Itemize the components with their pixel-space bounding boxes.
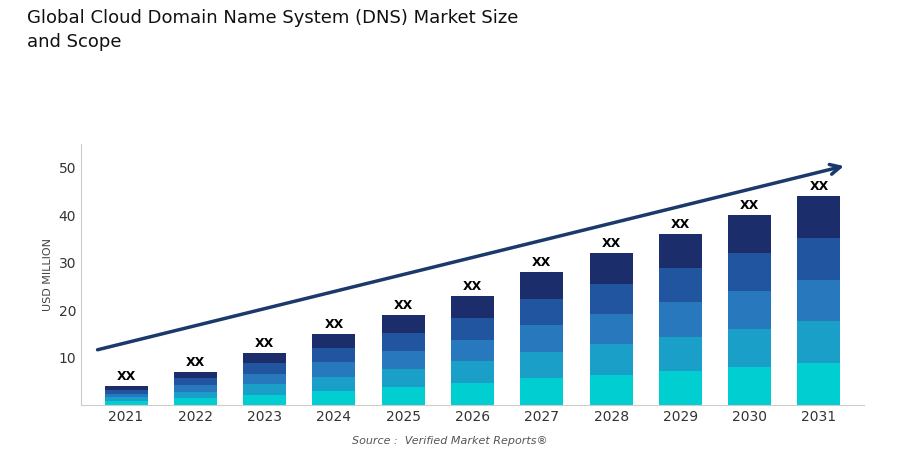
Bar bbox=[104, 394, 148, 397]
Text: XX: XX bbox=[670, 218, 690, 231]
Text: XX: XX bbox=[532, 256, 552, 269]
Text: XX: XX bbox=[185, 356, 205, 369]
Text: Source :  Verified Market Reports®: Source : Verified Market Reports® bbox=[352, 436, 548, 446]
Bar bbox=[728, 329, 771, 367]
Bar bbox=[174, 392, 217, 398]
Bar bbox=[728, 291, 771, 329]
Bar bbox=[520, 378, 563, 405]
Bar bbox=[590, 344, 633, 375]
Bar bbox=[382, 387, 425, 405]
Bar bbox=[104, 401, 148, 405]
Bar bbox=[243, 395, 286, 405]
Bar bbox=[797, 321, 841, 363]
Bar bbox=[590, 314, 633, 344]
Bar bbox=[451, 339, 494, 361]
Bar bbox=[312, 348, 356, 362]
Text: XX: XX bbox=[809, 180, 829, 194]
Bar bbox=[312, 362, 356, 377]
Bar bbox=[590, 375, 633, 405]
Bar bbox=[728, 253, 771, 291]
Bar bbox=[520, 299, 563, 325]
Bar bbox=[104, 386, 148, 390]
Bar bbox=[104, 390, 148, 394]
Bar bbox=[451, 296, 494, 318]
Bar bbox=[382, 315, 425, 333]
Text: Global Cloud Domain Name System (DNS) Market Size
and Scope: Global Cloud Domain Name System (DNS) Ma… bbox=[27, 9, 518, 50]
Bar bbox=[520, 352, 563, 378]
Text: XX: XX bbox=[393, 299, 413, 312]
Bar bbox=[174, 385, 217, 392]
Bar bbox=[243, 384, 286, 395]
Bar bbox=[451, 383, 494, 405]
Bar bbox=[382, 333, 425, 351]
Bar bbox=[659, 234, 702, 268]
Bar bbox=[659, 268, 702, 302]
Bar bbox=[590, 284, 633, 314]
Bar bbox=[797, 196, 841, 238]
Bar bbox=[728, 367, 771, 405]
Text: XX: XX bbox=[601, 237, 621, 250]
Bar bbox=[174, 372, 217, 378]
Bar bbox=[382, 351, 425, 369]
Bar bbox=[104, 397, 148, 401]
Bar bbox=[243, 353, 286, 363]
Bar bbox=[659, 337, 702, 371]
Y-axis label: USD MILLION: USD MILLION bbox=[43, 238, 53, 311]
Bar bbox=[451, 318, 494, 339]
Bar bbox=[797, 280, 841, 321]
Bar bbox=[659, 302, 702, 337]
Bar bbox=[312, 334, 356, 348]
Text: XX: XX bbox=[463, 280, 482, 293]
Bar bbox=[659, 371, 702, 405]
Text: XX: XX bbox=[116, 370, 136, 383]
Bar bbox=[312, 377, 356, 391]
Bar bbox=[797, 238, 841, 280]
Bar bbox=[243, 374, 286, 384]
Bar bbox=[243, 363, 286, 374]
Text: XX: XX bbox=[740, 199, 760, 212]
Bar bbox=[728, 215, 771, 253]
Bar bbox=[174, 398, 217, 405]
Bar bbox=[520, 272, 563, 299]
Bar bbox=[382, 369, 425, 387]
Bar bbox=[797, 363, 841, 405]
Bar bbox=[590, 253, 633, 284]
Bar bbox=[174, 378, 217, 385]
Text: XX: XX bbox=[255, 337, 274, 350]
Text: XX: XX bbox=[324, 318, 344, 331]
Bar bbox=[312, 391, 356, 405]
Bar bbox=[520, 325, 563, 352]
Bar bbox=[451, 361, 494, 383]
